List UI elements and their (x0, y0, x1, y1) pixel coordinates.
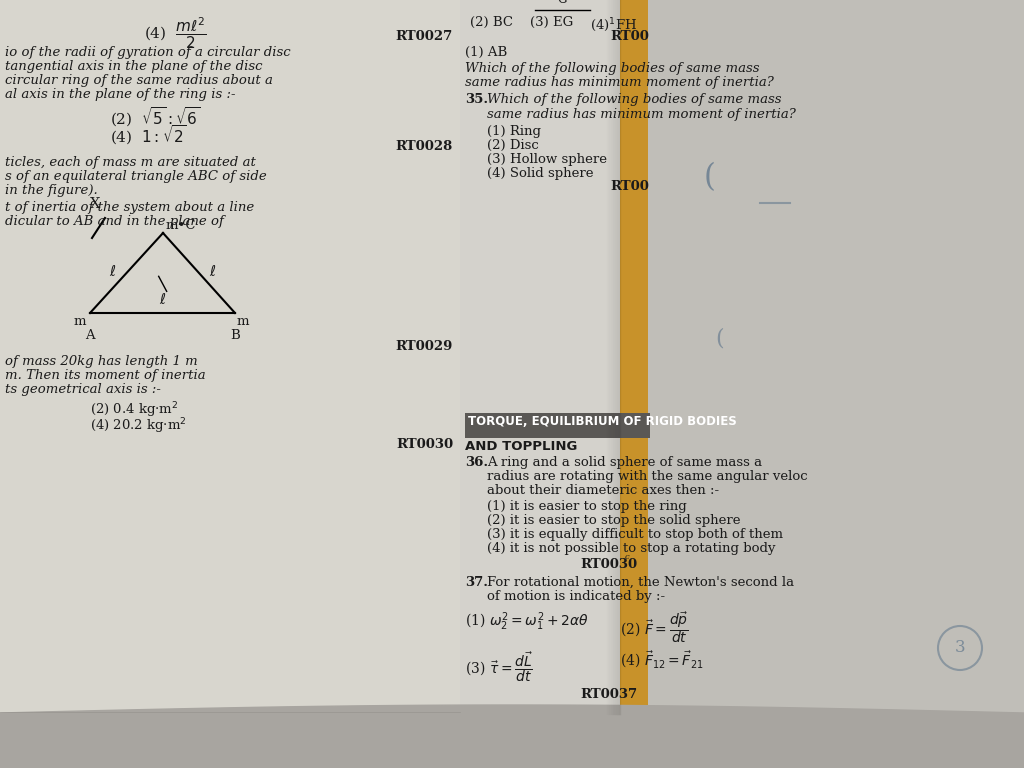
Text: io of the radii of gyration of a circular disc: io of the radii of gyration of a circula… (5, 46, 291, 59)
Text: For rotational motion, the Newton's second la: For rotational motion, the Newton's seco… (487, 576, 795, 589)
Text: (4)$^1$FH: (4)$^1$FH (590, 16, 637, 34)
Bar (0, 0, 460, 713)
Text: (2) 0.4 kg·m$^2$: (2) 0.4 kg·m$^2$ (90, 400, 178, 419)
Text: same radius has minimum moment of inertia?: same radius has minimum moment of inerti… (487, 108, 796, 121)
Bar (465, 413, 650, 438)
Text: (2) BC: (2) BC (470, 16, 513, 29)
Text: m•C: m•C (166, 219, 197, 232)
Text: RT0030: RT0030 (580, 558, 637, 571)
Text: of motion is indicated by :-: of motion is indicated by :- (487, 590, 666, 603)
Text: RT00: RT00 (610, 30, 649, 43)
Text: of mass 20kg has length 1 m: of mass 20kg has length 1 m (5, 355, 198, 368)
Text: (4)  $1:\sqrt{2}$: (4) $1:\sqrt{2}$ (110, 123, 187, 147)
Bar (460, 0, 725, 713)
Text: same radius has minimum moment of inertia?: same radius has minimum moment of inerti… (465, 76, 774, 89)
Text: $\ell$: $\ell$ (109, 263, 116, 279)
Text: A: A (85, 329, 95, 342)
Text: $\ell$: $\ell$ (209, 263, 217, 279)
Text: (: ( (705, 163, 716, 194)
Text: ticles, each of mass m are situated at: ticles, each of mass m are situated at (5, 156, 256, 169)
Text: (1) AB: (1) AB (465, 46, 507, 59)
Text: 3: 3 (954, 640, 966, 657)
Text: 35.: 35. (465, 93, 488, 106)
Text: t of inertia of the system about a line: t of inertia of the system about a line (5, 201, 254, 214)
Text: (2) it is easier to stop the solid sphere: (2) it is easier to stop the solid spher… (487, 514, 740, 527)
Text: circular ring of the same radius about a: circular ring of the same radius about a (5, 74, 272, 87)
Text: al axis in the plane of the ring is :-: al axis in the plane of the ring is :- (5, 88, 236, 101)
Text: (1) it is easier to stop the ring: (1) it is easier to stop the ring (487, 500, 687, 513)
Text: AND TOPPLING: AND TOPPLING (465, 440, 578, 453)
Text: RT0029: RT0029 (395, 340, 453, 353)
Text: (3) Hollow sphere: (3) Hollow sphere (487, 153, 607, 166)
Text: (3) $\vec{\tau} = \dfrac{d\vec{L}}{dt}$: (3) $\vec{\tau} = \dfrac{d\vec{L}}{dt}$ (465, 650, 534, 684)
Text: (3) it is equally difficult to stop both of them: (3) it is equally difficult to stop both… (487, 528, 783, 541)
Text: s of an equilateral triangle ABC of side: s of an equilateral triangle ABC of side (5, 170, 266, 183)
Bar (620, 0, 648, 713)
Text: (4) 20.2 kg·m$^2$: (4) 20.2 kg·m$^2$ (90, 416, 186, 435)
Text: B: B (230, 329, 240, 342)
Text: RT0030: RT0030 (396, 438, 453, 451)
Text: (: ( (716, 327, 724, 349)
Text: TORQUE, EQUILIBRIUM OF RIGID BODIES: TORQUE, EQUILIBRIUM OF RIGID BODIES (468, 415, 736, 428)
Text: RT0028: RT0028 (395, 140, 453, 153)
Text: Which of the following bodies of same mass: Which of the following bodies of same ma… (487, 93, 781, 106)
Text: tangential axis in the plane of the disc: tangential axis in the plane of the disc (5, 60, 262, 73)
Text: (2) Disc: (2) Disc (487, 139, 539, 152)
Text: 37.: 37. (465, 576, 488, 589)
Text: (3) EG: (3) EG (530, 16, 573, 29)
Text: A ring and a solid sphere of same mass a: A ring and a solid sphere of same mass a (487, 456, 762, 469)
Bar (0, 713, 1024, 768)
Text: m: m (237, 315, 250, 328)
Text: about their diameteric axes then :-: about their diameteric axes then :- (487, 484, 719, 497)
Text: m: m (74, 315, 86, 328)
Text: dicular to AB and in the plane of: dicular to AB and in the plane of (5, 215, 224, 228)
Text: m. Then its moment of inertia: m. Then its moment of inertia (5, 369, 206, 382)
Text: (4) Solid sphere: (4) Solid sphere (487, 167, 594, 180)
Text: (2) $\vec{F} = \dfrac{d\vec{p}}{dt}$: (2) $\vec{F} = \dfrac{d\vec{p}}{dt}$ (620, 610, 689, 645)
Text: RT0027: RT0027 (395, 30, 453, 43)
Text: ts geometrical axis is :-: ts geometrical axis is :- (5, 383, 161, 396)
Text: 36.: 36. (465, 456, 488, 469)
Text: RT0037: RT0037 (580, 688, 637, 701)
Text: (1) $\omega_2^2 = \omega_1^2 + 2\alpha\theta$: (1) $\omega_2^2 = \omega_1^2 + 2\alpha\t… (465, 610, 589, 633)
Text: in the figure).: in the figure). (5, 184, 97, 197)
Text: (4) it is not possible to stop a rotating body: (4) it is not possible to stop a rotatin… (487, 542, 775, 555)
Text: (4) $\vec{F}_{12} = \vec{F}_{21}$: (4) $\vec{F}_{12} = \vec{F}_{21}$ (620, 650, 703, 670)
Text: c: c (625, 553, 630, 561)
Text: RT00: RT00 (610, 180, 649, 193)
Text: (1) Ring: (1) Ring (487, 125, 541, 138)
Text: (4)  $\dfrac{m\ell^2}{2}$: (4) $\dfrac{m\ell^2}{2}$ (143, 16, 207, 51)
Bar (648, 0, 1024, 713)
Text: X: X (90, 197, 100, 211)
Text: (2)  $\sqrt{5}:\sqrt{6}$: (2) $\sqrt{5}:\sqrt{6}$ (110, 105, 200, 128)
Text: $\ell$: $\ell$ (159, 292, 166, 307)
Text: radius are rotating with the same angular veloc: radius are rotating with the same angula… (487, 470, 808, 483)
Text: Which of the following bodies of same mass: Which of the following bodies of same ma… (465, 62, 760, 75)
Text: G: G (557, 0, 566, 6)
